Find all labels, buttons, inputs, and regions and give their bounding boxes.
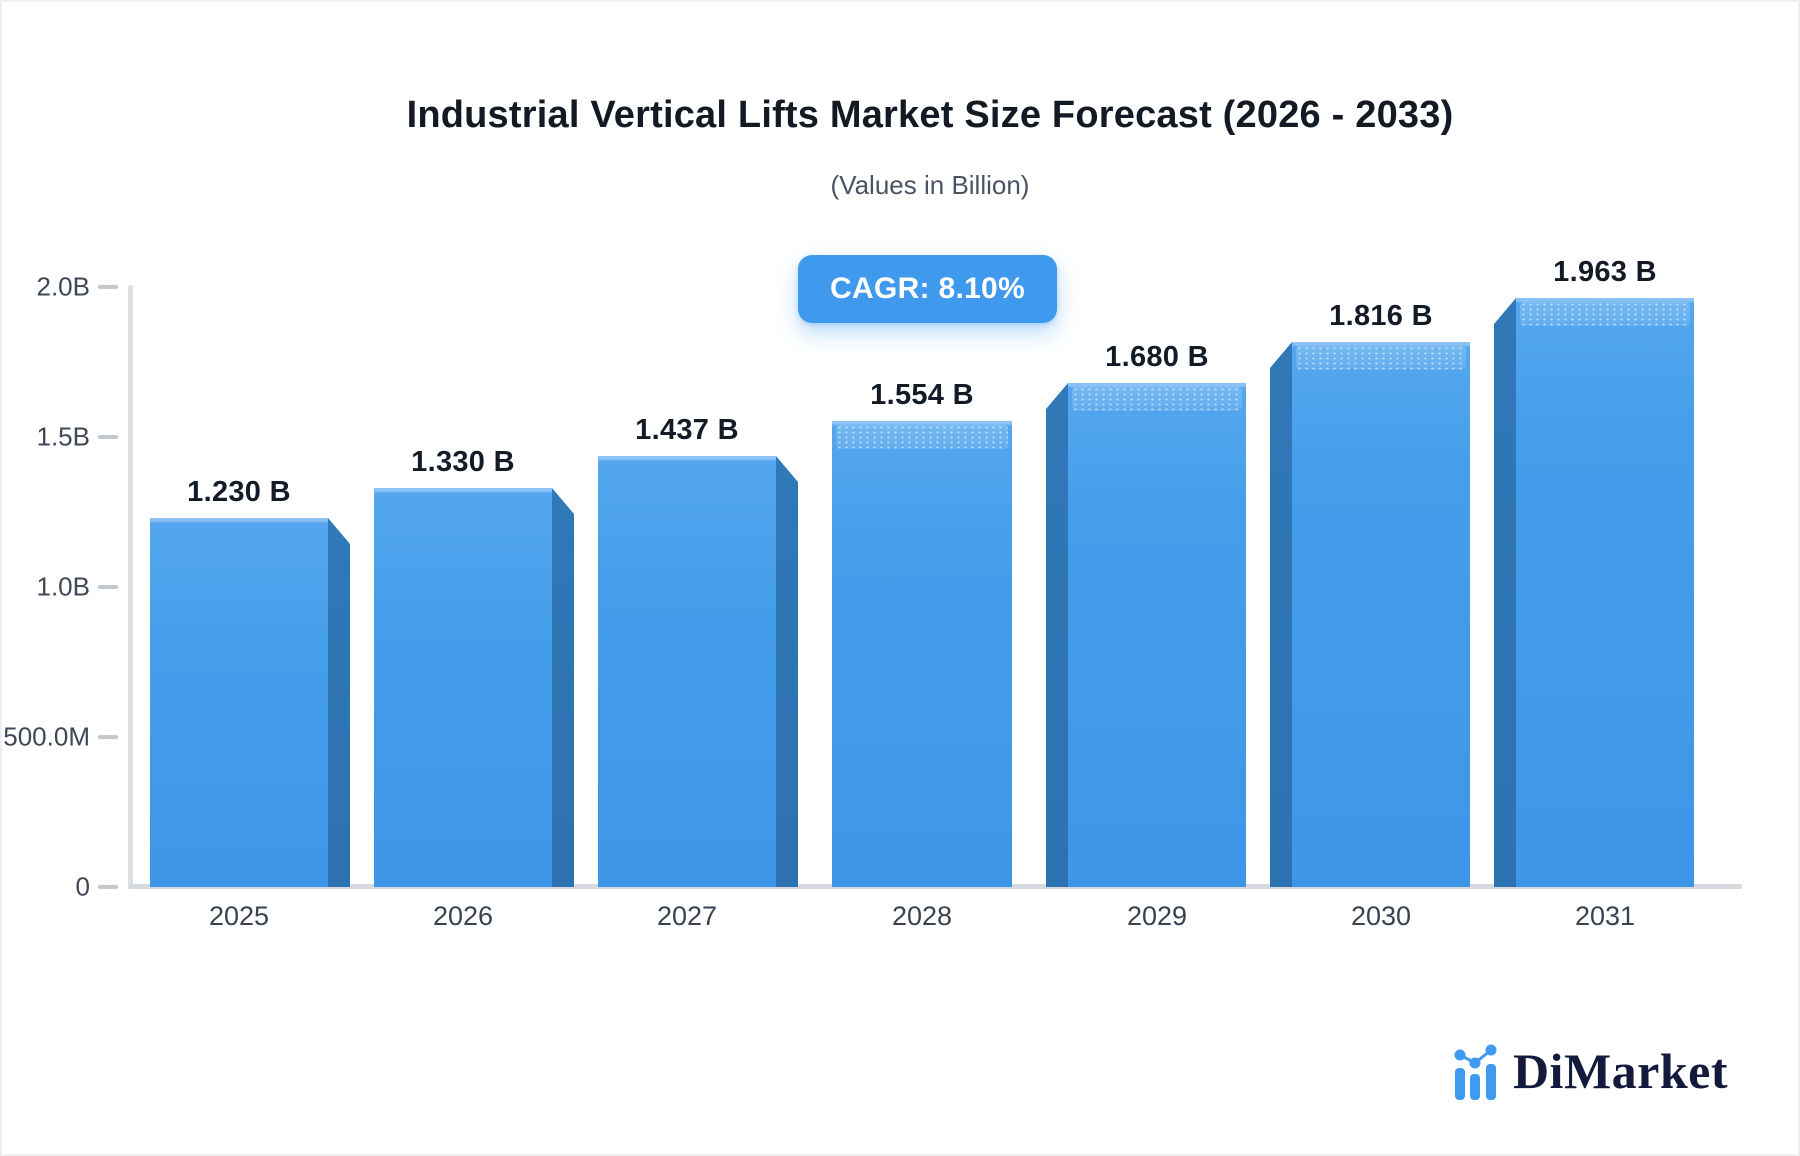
brand-logo: DiMarket xyxy=(1447,1036,1728,1106)
bar xyxy=(1068,383,1246,887)
bar-top-highlight xyxy=(836,425,1008,449)
bar-chart-trend-icon xyxy=(1454,1044,1497,1100)
bar-top-highlight xyxy=(1520,302,1690,326)
bar xyxy=(1516,298,1694,887)
brand-name: DiMarket xyxy=(1512,1043,1728,1099)
y-axis-tick xyxy=(98,585,118,589)
bar-value-label: 1.816 B xyxy=(1329,300,1433,332)
y-axis-tick xyxy=(98,885,118,889)
bar-value-label: 1.230 B xyxy=(187,476,291,508)
bar-side-panel xyxy=(552,488,574,887)
y-axis-tick xyxy=(98,735,118,739)
bar xyxy=(598,456,776,887)
chart-subtitle: (Values in Billion) xyxy=(830,170,1030,200)
bar-top-highlight xyxy=(1296,346,1466,370)
bar-side-panel xyxy=(1494,298,1516,887)
y-axis-label: 2.0B xyxy=(36,271,91,302)
bar-value-label: 1.963 B xyxy=(1553,256,1657,288)
x-axis-label: 2030 xyxy=(1350,901,1412,931)
y-axis-tick xyxy=(98,435,118,439)
bar xyxy=(150,518,328,887)
y-axis-label: 1.5B xyxy=(36,421,91,452)
bar-side-panel xyxy=(1270,342,1292,887)
bar-value-label: 1.437 B xyxy=(635,414,739,446)
chart-title: Industrial Vertical Lifts Market Size Fo… xyxy=(406,94,1454,136)
bar-value-label: 1.330 B xyxy=(411,446,515,478)
bar-side-panel xyxy=(328,518,350,887)
bar xyxy=(832,421,1012,887)
bar-side-panel xyxy=(776,456,798,887)
bar-value-label: 1.554 B xyxy=(870,379,974,411)
x-axis-label: 2029 xyxy=(1126,901,1188,931)
x-axis-label: 2027 xyxy=(656,901,718,931)
x-axis-label: 2026 xyxy=(432,901,494,931)
bar-value-label: 1.680 B xyxy=(1105,341,1209,373)
bar xyxy=(374,488,552,887)
bar-top-highlight xyxy=(1072,387,1242,411)
bar xyxy=(1292,342,1470,887)
y-axis-tick xyxy=(98,285,118,289)
bar-side-panel xyxy=(1046,383,1068,887)
cagr-badge: CAGR: 8.10% xyxy=(798,255,1058,323)
x-axis-label: 2025 xyxy=(208,901,270,931)
y-axis-line xyxy=(128,285,133,887)
x-axis-label: 2031 xyxy=(1574,901,1636,931)
y-axis-label: 1.0B xyxy=(36,571,91,602)
y-axis-label: 0 xyxy=(75,871,90,902)
x-axis-label: 2028 xyxy=(891,901,953,931)
y-axis-label: 500.0M xyxy=(3,721,90,752)
